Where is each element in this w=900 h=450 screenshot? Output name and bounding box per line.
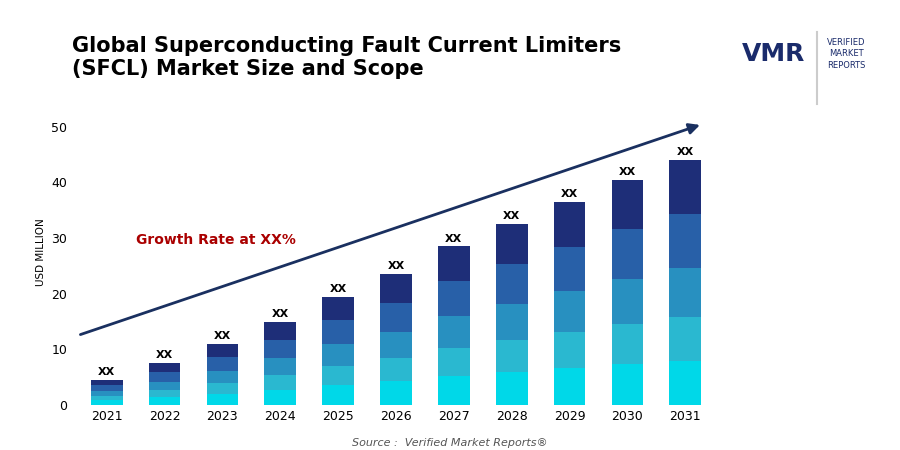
Text: XX: XX	[619, 167, 636, 177]
Text: Source :  Verified Market Reports®: Source : Verified Market Reports®	[352, 437, 548, 447]
Text: Growth Rate at XX%: Growth Rate at XX%	[136, 233, 295, 247]
Bar	[322, 297, 354, 320]
Bar	[148, 397, 181, 405]
Bar	[554, 247, 586, 291]
Y-axis label: USD MILLION: USD MILLION	[36, 218, 46, 286]
Bar	[148, 373, 181, 382]
Bar	[206, 357, 238, 371]
Text: XX: XX	[329, 284, 346, 294]
Bar	[438, 281, 470, 316]
Bar	[91, 391, 122, 396]
Text: XX: XX	[98, 367, 115, 377]
Bar	[496, 373, 527, 405]
Bar	[380, 358, 412, 382]
Text: XX: XX	[503, 212, 520, 221]
Bar	[148, 390, 181, 397]
Text: VERIFIED
MARKET
REPORTS: VERIFIED MARKET REPORTS	[827, 38, 865, 70]
Bar	[438, 247, 470, 281]
Bar	[611, 279, 644, 324]
Bar	[438, 316, 470, 348]
Bar	[554, 369, 586, 405]
Text: XX: XX	[272, 309, 289, 319]
Bar	[554, 202, 586, 247]
Bar	[91, 386, 122, 391]
Bar	[265, 375, 296, 390]
Bar	[322, 366, 354, 386]
Text: XX: XX	[677, 148, 694, 157]
Bar	[611, 180, 644, 229]
Bar	[380, 303, 412, 332]
Bar	[206, 344, 238, 357]
Bar	[91, 396, 122, 400]
Bar	[554, 291, 586, 332]
Bar	[611, 364, 644, 405]
Bar	[91, 400, 122, 405]
Bar	[438, 348, 470, 377]
Text: XX: XX	[156, 351, 173, 360]
Bar	[91, 380, 122, 386]
Bar	[670, 317, 701, 361]
Bar	[496, 224, 527, 264]
Bar	[380, 274, 412, 303]
Bar	[380, 332, 412, 358]
Bar	[554, 332, 586, 369]
Bar	[206, 394, 238, 405]
Text: XX: XX	[387, 261, 405, 271]
Text: XX: XX	[446, 234, 463, 243]
Bar	[496, 304, 527, 340]
Bar	[611, 229, 644, 279]
Text: Global Superconducting Fault Current Limiters
(SFCL) Market Size and Scope: Global Superconducting Fault Current Lim…	[72, 36, 621, 79]
Bar	[322, 386, 354, 405]
Bar	[265, 340, 296, 358]
Bar	[265, 390, 296, 405]
Bar	[670, 361, 701, 405]
Bar	[496, 340, 527, 373]
Bar	[265, 322, 296, 340]
Bar	[265, 358, 296, 375]
Text: VMR: VMR	[742, 42, 806, 66]
Text: XX: XX	[214, 331, 231, 341]
Bar	[206, 371, 238, 383]
Bar	[496, 264, 527, 304]
Bar	[670, 214, 701, 268]
Bar	[148, 363, 181, 373]
Bar	[670, 268, 701, 317]
Bar	[670, 160, 701, 214]
Bar	[438, 377, 470, 405]
Text: XX: XX	[561, 189, 578, 199]
Bar	[206, 383, 238, 394]
Bar	[322, 344, 354, 366]
Bar	[611, 324, 644, 365]
Bar	[322, 320, 354, 344]
Bar	[380, 382, 412, 405]
Bar	[148, 382, 181, 390]
